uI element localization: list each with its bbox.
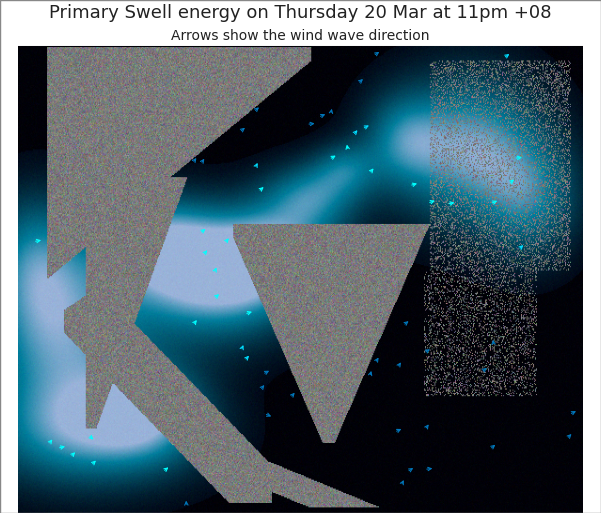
Text: Primary Swell energy on Thursday 20 Mar at 11pm +08: Primary Swell energy on Thursday 20 Mar … <box>49 4 552 22</box>
Text: Arrows show the wind wave direction: Arrows show the wind wave direction <box>171 29 430 43</box>
